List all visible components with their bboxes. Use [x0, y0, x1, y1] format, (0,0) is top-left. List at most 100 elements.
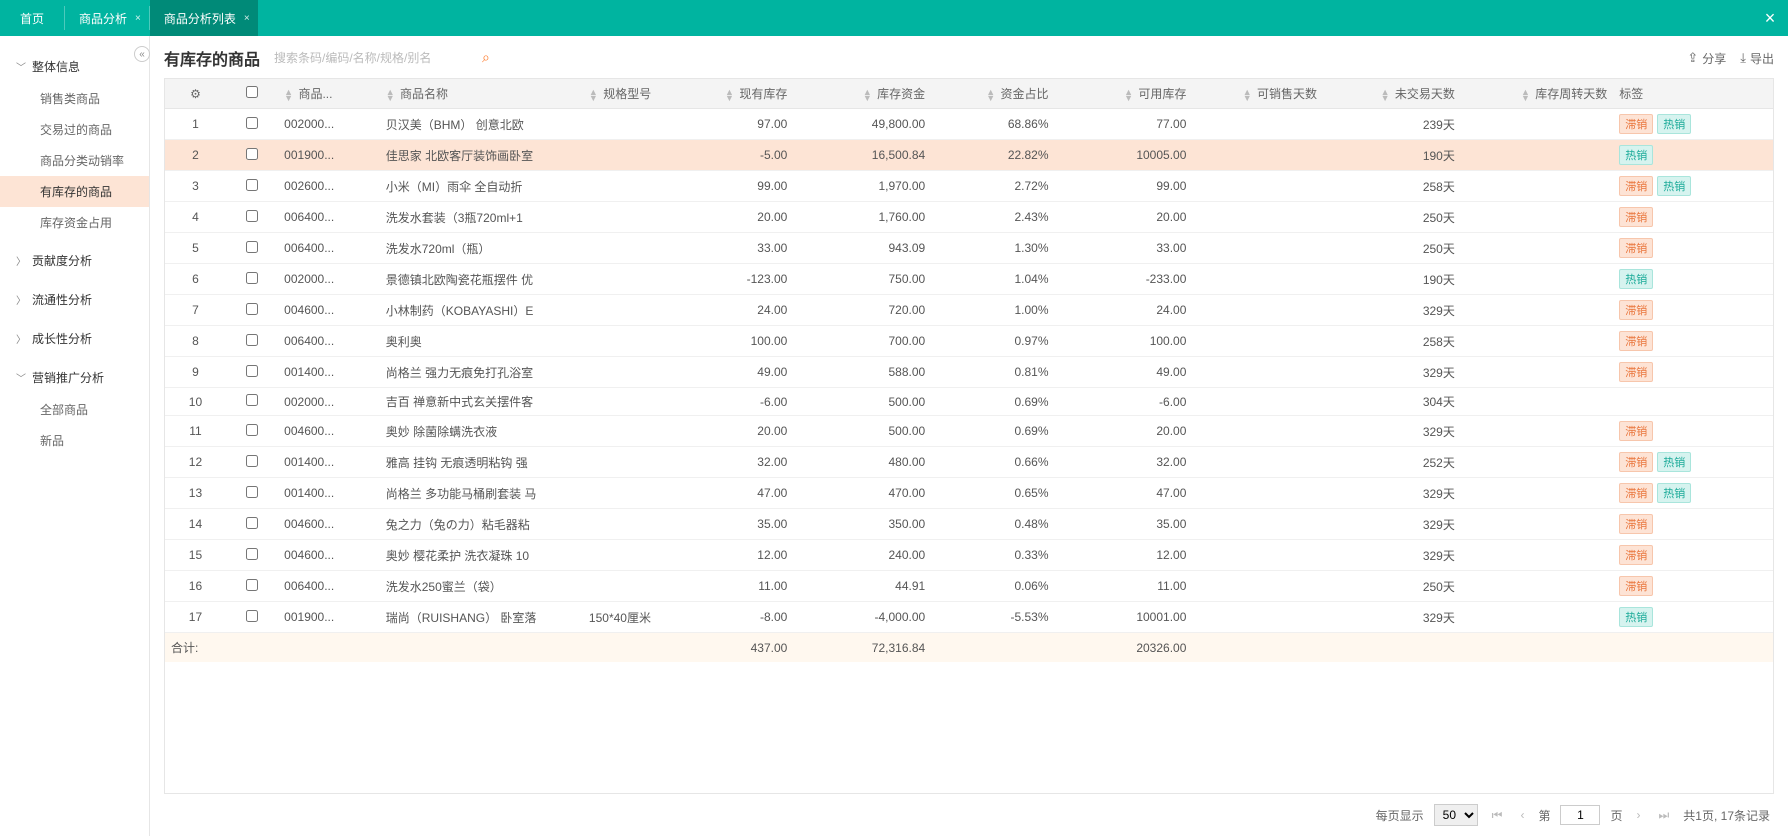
row-checkbox[interactable]: [246, 579, 258, 591]
cell-pct: 0.81%: [931, 357, 1054, 388]
col-name[interactable]: ▲▼ 商品名称: [380, 79, 583, 109]
row-checkbox[interactable]: [246, 610, 258, 622]
sidebar-group-title[interactable]: 〉成长性分析: [0, 322, 149, 355]
cell-name: 雅高 挂钩 无痕透明粘钩 强: [380, 447, 583, 478]
sort-icon: ▲▼: [386, 89, 395, 101]
tab-0[interactable]: 商品分析×: [65, 0, 149, 36]
table-row[interactable]: 15004600...奥妙 樱花柔护 洗衣凝珠 1012.00240.000.3…: [165, 540, 1773, 571]
col-pct[interactable]: ▲▼ 资金占比: [931, 79, 1054, 109]
col-tags[interactable]: 标签: [1613, 79, 1773, 109]
sidebar-item-0-3[interactable]: 有库存的商品: [0, 176, 149, 207]
table-row[interactable]: 6002000...景德镇北欧陶瓷花瓶摆件 优-123.00750.001.04…: [165, 264, 1773, 295]
table-row[interactable]: 5006400...洗发水720ml（瓶）33.00943.091.30%33.…: [165, 233, 1773, 264]
sidebar-group-label: 营销推广分析: [32, 369, 104, 386]
table-row[interactable]: 11004600...奥妙 除菌除螨洗衣液20.00500.000.69%20.…: [165, 416, 1773, 447]
col-code[interactable]: ▲▼ 商品...: [278, 79, 380, 109]
share-button[interactable]: ⇪ 分享: [1687, 50, 1726, 67]
row-checkbox-cell: [226, 509, 278, 540]
close-icon[interactable]: ×: [133, 13, 143, 24]
tag-stale: 滞销: [1619, 300, 1653, 320]
table-row[interactable]: 12001400...雅高 挂钩 无痕透明粘钩 强32.00480.000.66…: [165, 447, 1773, 478]
table-row[interactable]: 2001900...佳思家 北欧客厅装饰画卧室-5.0016,500.8422.…: [165, 140, 1773, 171]
close-icon[interactable]: ×: [242, 13, 252, 24]
sidebar-group-label: 流通性分析: [32, 291, 92, 308]
row-checkbox[interactable]: [246, 241, 258, 253]
cell-notxdays: 190天: [1323, 140, 1461, 171]
row-checkbox[interactable]: [246, 394, 258, 406]
search-icon[interactable]: ⌕: [482, 49, 490, 66]
row-checkbox-cell: [226, 326, 278, 357]
pager-prev-button[interactable]: ‹: [1516, 808, 1528, 822]
cell-code: 001900...: [278, 602, 380, 633]
sidebar-item-0-2[interactable]: 商品分类动销率: [0, 145, 149, 176]
table-row[interactable]: 3002600...小米（MI）雨伞 全自动折99.001,970.002.72…: [165, 171, 1773, 202]
table-row[interactable]: 8006400...奥利奥100.00700.000.97%100.00258天…: [165, 326, 1773, 357]
sidebar-group-title[interactable]: 〉贡献度分析: [0, 244, 149, 277]
row-checkbox[interactable]: [246, 210, 258, 222]
export-button[interactable]: ⤓ 导出: [1740, 50, 1774, 67]
sidebar-item-0-0[interactable]: 销售类商品: [0, 83, 149, 114]
col-avail[interactable]: ▲▼ 可用库存: [1055, 79, 1193, 109]
row-checkbox[interactable]: [246, 517, 258, 529]
cell-selldays: [1192, 388, 1323, 416]
col-turndays[interactable]: ▲▼ 库存周转天数: [1461, 79, 1613, 109]
row-checkbox[interactable]: [246, 548, 258, 560]
row-checkbox[interactable]: [246, 179, 258, 191]
pager-last-button[interactable]: ⏭: [1654, 808, 1673, 823]
checkbox-all[interactable]: [246, 86, 258, 98]
tabbar-close-button[interactable]: ×: [1752, 0, 1788, 36]
col-gear[interactable]: ⚙: [165, 79, 226, 109]
row-checkbox[interactable]: [246, 365, 258, 377]
footer-avail: 20326.00: [1055, 633, 1193, 663]
table-row[interactable]: 17001900...瑞尚（RUISHANG） 卧室落150*40厘米-8.00…: [165, 602, 1773, 633]
table-row[interactable]: 16006400...洗发水250蜜兰（袋）11.0044.910.06%11.…: [165, 571, 1773, 602]
cell-fund: 44.91: [793, 571, 931, 602]
col-stock[interactable]: ▲▼ 现有库存: [670, 79, 793, 109]
cell-fund: 1,970.00: [793, 171, 931, 202]
cell-tags: 热销: [1613, 140, 1773, 171]
search-input[interactable]: [274, 47, 474, 69]
cell-pct: 0.06%: [931, 571, 1054, 602]
table-row[interactable]: 1002000...贝汉美（BHM） 创意北欧97.0049,800.0068.…: [165, 109, 1773, 140]
page-title: 有库存的商品: [164, 46, 260, 70]
tag-stale: 滞销: [1619, 545, 1653, 565]
sidebar-group-title[interactable]: ﹀营销推广分析: [0, 361, 149, 394]
pager-first-button[interactable]: ⏮: [1488, 808, 1507, 823]
tab-1[interactable]: 商品分析列表×: [150, 0, 258, 36]
row-checkbox[interactable]: [246, 424, 258, 436]
sidebar-item-0-1[interactable]: 交易过的商品: [0, 114, 149, 145]
row-checkbox[interactable]: [246, 334, 258, 346]
col-notxdays[interactable]: ▲▼ 未交易天数: [1323, 79, 1461, 109]
col-checkbox[interactable]: [226, 79, 278, 109]
table-row[interactable]: 10002000...吉百 禅意新中式玄关摆件客-6.00500.000.69%…: [165, 388, 1773, 416]
table-row[interactable]: 4006400...洗发水套装（3瓶720ml+120.001,760.002.…: [165, 202, 1773, 233]
cell-tags: 滞销热销: [1613, 447, 1773, 478]
col-spec[interactable]: ▲▼ 规格型号: [583, 79, 670, 109]
row-checkbox[interactable]: [246, 486, 258, 498]
row-checkbox[interactable]: [246, 303, 258, 315]
row-checkbox[interactable]: [246, 117, 258, 129]
row-checkbox[interactable]: [246, 272, 258, 284]
cell-code: 001400...: [278, 478, 380, 509]
tab-home[interactable]: 首页: [0, 0, 64, 36]
cell-pct: 0.97%: [931, 326, 1054, 357]
col-selldays[interactable]: ▲▼ 可销售天数: [1192, 79, 1323, 109]
table-row[interactable]: 9001400...尚格兰 强力无痕免打孔浴室49.00588.000.81%4…: [165, 357, 1773, 388]
pager-next-button[interactable]: ›: [1632, 808, 1644, 822]
col-fund[interactable]: ▲▼ 库存资金: [793, 79, 931, 109]
sidebar-collapse-button[interactable]: «: [134, 46, 150, 62]
pager-page-input[interactable]: [1560, 805, 1600, 825]
sidebar-item-4-0[interactable]: 全部商品: [0, 394, 149, 425]
row-checkbox[interactable]: [246, 148, 258, 160]
table-row[interactable]: 13001400...尚格兰 多功能马桶刷套装 马47.00470.000.65…: [165, 478, 1773, 509]
table-row[interactable]: 14004600...兔之力（兔の力）粘毛器粘35.00350.000.48%3…: [165, 509, 1773, 540]
sidebar-item-0-4[interactable]: 库存资金占用: [0, 207, 149, 238]
pager-perpage-select[interactable]: 50: [1434, 804, 1478, 826]
sidebar-group-title[interactable]: ﹀整体信息: [0, 50, 149, 83]
table-row[interactable]: 7004600...小林制药（KOBAYASHI）E24.00720.001.0…: [165, 295, 1773, 326]
sidebar-item-4-1[interactable]: 新品: [0, 425, 149, 456]
row-checkbox[interactable]: [246, 455, 258, 467]
row-index: 12: [165, 447, 226, 478]
sidebar-group-title[interactable]: 〉流通性分析: [0, 283, 149, 316]
cell-stock: -6.00: [670, 388, 793, 416]
